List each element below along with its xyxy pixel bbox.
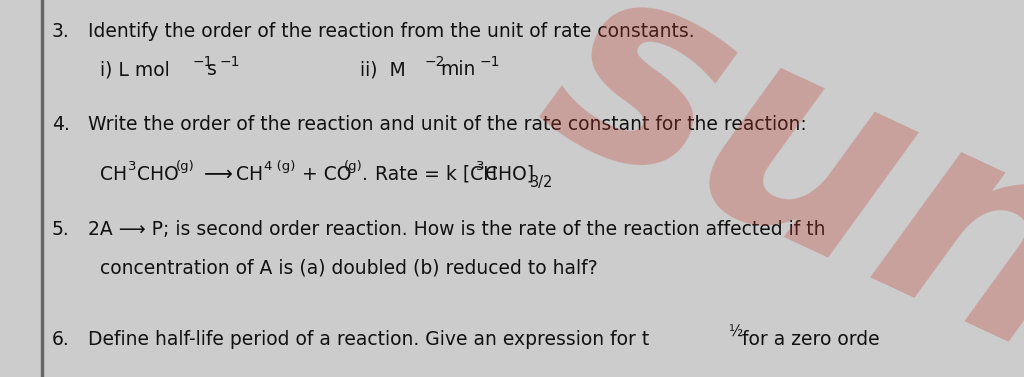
Text: Define half-life period of a reaction. Give an expression for t: Define half-life period of a reaction. G… bbox=[88, 330, 649, 349]
Text: ii)  M: ii) M bbox=[360, 60, 406, 79]
Text: 3: 3 bbox=[128, 160, 136, 173]
Text: sun: sun bbox=[509, 0, 1024, 377]
Text: 6.: 6. bbox=[52, 330, 70, 349]
Text: Rate = k [CH: Rate = k [CH bbox=[375, 165, 498, 184]
Text: Write the order of the reaction and unit of the rate constant for the reaction:: Write the order of the reaction and unit… bbox=[88, 115, 807, 134]
Text: CH: CH bbox=[236, 165, 263, 184]
Text: min: min bbox=[440, 60, 475, 79]
Text: −1: −1 bbox=[193, 55, 213, 69]
Text: 5.: 5. bbox=[52, 220, 70, 239]
Text: .: . bbox=[362, 165, 368, 184]
Text: ⟶: ⟶ bbox=[204, 165, 232, 184]
Text: 3/2: 3/2 bbox=[530, 175, 553, 190]
Text: −1: −1 bbox=[220, 55, 241, 69]
Text: 2A ⟶ P; is second order reaction. How is the rate of the reaction affected if th: 2A ⟶ P; is second order reaction. How is… bbox=[88, 220, 825, 239]
Text: −1: −1 bbox=[480, 55, 501, 69]
Text: s: s bbox=[207, 60, 217, 79]
Text: 3.: 3. bbox=[52, 22, 70, 41]
Text: for a zero orde: for a zero orde bbox=[742, 330, 880, 349]
Text: i) L mol: i) L mol bbox=[100, 60, 170, 79]
Text: (g): (g) bbox=[176, 160, 195, 173]
Text: −2: −2 bbox=[425, 55, 445, 69]
Text: 3: 3 bbox=[476, 160, 484, 173]
Text: Identify the order of the reaction from the unit of rate constants.: Identify the order of the reaction from … bbox=[88, 22, 694, 41]
Text: CH: CH bbox=[100, 165, 127, 184]
Text: CHO]: CHO] bbox=[485, 165, 535, 184]
Text: 4.: 4. bbox=[52, 115, 70, 134]
Text: ½: ½ bbox=[729, 325, 743, 340]
Text: concentration of A is (a) doubled (b) reduced to half?: concentration of A is (a) doubled (b) re… bbox=[100, 258, 598, 277]
Text: 4 (g): 4 (g) bbox=[264, 160, 295, 173]
Text: + CO: + CO bbox=[302, 165, 351, 184]
Text: CHO: CHO bbox=[137, 165, 179, 184]
Text: (g): (g) bbox=[344, 160, 362, 173]
